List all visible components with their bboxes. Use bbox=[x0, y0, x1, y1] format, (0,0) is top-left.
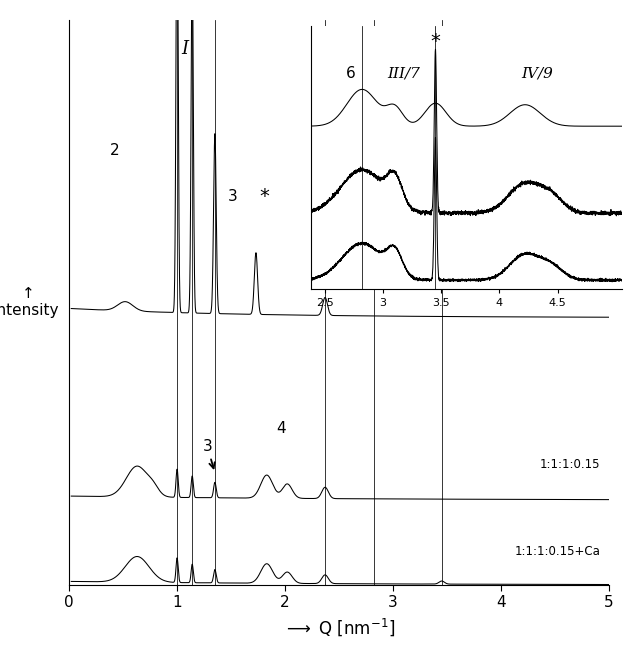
Text: III/7: III/7 bbox=[409, 209, 442, 223]
Text: 6: 6 bbox=[345, 66, 355, 81]
Text: *: * bbox=[431, 32, 440, 51]
X-axis label: $\longrightarrow$ Q [nm$^{-1}$]: $\longrightarrow$ Q [nm$^{-1}$] bbox=[283, 616, 395, 638]
Text: $\uparrow$
Intensity: $\uparrow$ Intensity bbox=[0, 286, 59, 318]
Text: III/7: III/7 bbox=[387, 66, 420, 80]
Text: 1:1:1:0.15+Ca: 1:1:1:0.15+Ca bbox=[514, 545, 600, 558]
Text: 1:1:1:0.15: 1:1:1:0.15 bbox=[540, 458, 600, 471]
Text: 3: 3 bbox=[202, 439, 215, 468]
Text: *: * bbox=[449, 202, 459, 220]
Text: IV/9: IV/9 bbox=[521, 66, 553, 80]
Text: I: I bbox=[181, 40, 188, 58]
Text: 3: 3 bbox=[228, 189, 237, 204]
Text: *: * bbox=[259, 187, 269, 206]
Text: 2.5: 2.5 bbox=[339, 202, 355, 212]
Text: 4: 4 bbox=[276, 421, 286, 436]
Text: 6: 6 bbox=[359, 209, 368, 224]
Text: II: II bbox=[313, 197, 327, 214]
Text: 2: 2 bbox=[110, 143, 119, 158]
Text: 1:1:1: 1:1:1 bbox=[570, 216, 600, 229]
